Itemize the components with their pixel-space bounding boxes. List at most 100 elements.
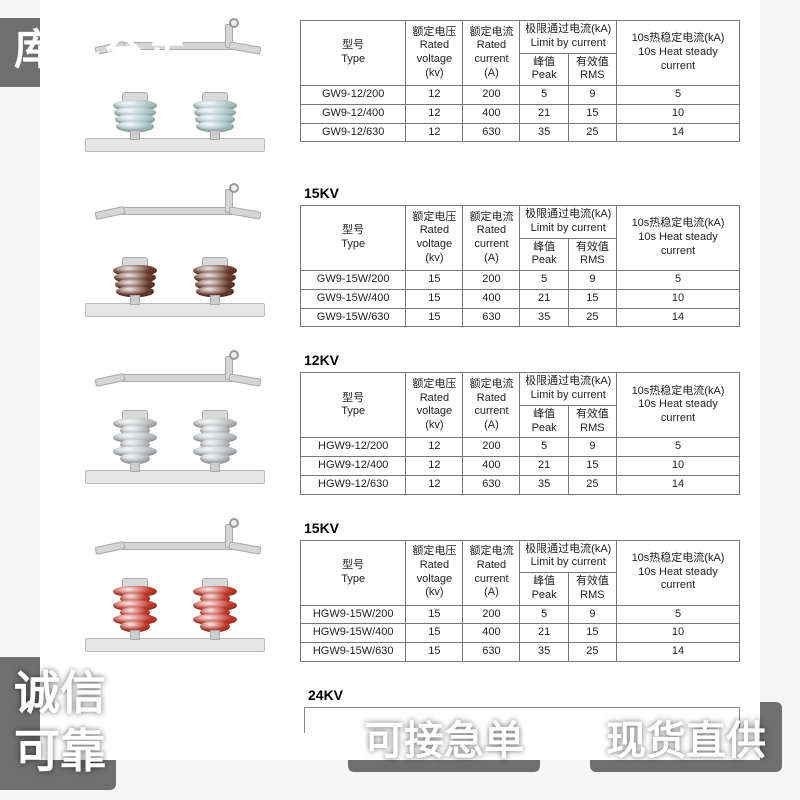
cell-current: 400 bbox=[463, 289, 520, 308]
cell-voltage: 15 bbox=[406, 624, 463, 643]
cell-type: GW9-15W/630 bbox=[301, 308, 406, 327]
cell-peak: 35 bbox=[520, 475, 568, 494]
base-bar bbox=[85, 303, 265, 317]
insulator-rod bbox=[210, 295, 220, 305]
cell-current: 630 bbox=[463, 123, 520, 142]
cell-heat: 14 bbox=[617, 123, 740, 142]
spec-table: 型号Type 额定电压Ratedvoltage(kv) 额定电流Ratedcur… bbox=[300, 372, 740, 494]
section-title: 15KV bbox=[300, 185, 740, 201]
th-voltage: 额定电压Ratedvoltage(kv) bbox=[406, 206, 463, 271]
spec-table: 型号Type 额定电压Ratedvoltage(kv) 额定电流Ratedcur… bbox=[300, 20, 740, 142]
th-heat: 10s热稳定电流(kA)10s Heat steadycurrent bbox=[617, 540, 740, 605]
th-limit-group: 极限通过电流(kA)Limit by current bbox=[520, 206, 617, 239]
th-heat: 10s热稳定电流(kA)10s Heat steadycurrent bbox=[617, 373, 740, 438]
terminal-right bbox=[229, 541, 262, 554]
th-current: 额定电流Ratedcurrent(A) bbox=[463, 373, 520, 438]
handle-ring bbox=[229, 18, 239, 28]
cell-type: GW9-15W/400 bbox=[301, 289, 406, 308]
insulator-rod bbox=[130, 462, 140, 472]
handle-ring bbox=[229, 183, 239, 193]
table-row: HGW9-15W/400 15 400 21 15 10 bbox=[301, 624, 740, 643]
table-row: GW9-12/630 12 630 35 25 14 bbox=[301, 123, 740, 142]
spec-data: 15KV 型号Type 额定电压Ratedvoltage(kv) 额定电流Rat… bbox=[290, 520, 740, 662]
base-bar bbox=[85, 470, 265, 484]
cell-rms: 25 bbox=[568, 475, 616, 494]
th-type: 型号Type bbox=[301, 21, 406, 86]
terminal-left bbox=[94, 373, 125, 387]
th-rms: 有效值RMS bbox=[568, 238, 616, 271]
th-peak: 峰值Peak bbox=[520, 238, 568, 271]
terminal-right bbox=[229, 206, 262, 219]
insulator bbox=[193, 92, 237, 140]
spec-data: 15KV 型号Type 额定电压Ratedvoltage(kv) 额定电流Rat… bbox=[290, 185, 740, 327]
terminal-left bbox=[94, 206, 125, 220]
insulator bbox=[193, 410, 237, 472]
th-peak: 峰值Peak bbox=[520, 405, 568, 438]
th-type: 型号Type bbox=[301, 540, 406, 605]
cell-heat: 14 bbox=[617, 643, 740, 662]
cell-type: GW9-15W/200 bbox=[301, 271, 406, 290]
product-pic bbox=[60, 352, 290, 492]
cell-type: HGW9-12/630 bbox=[301, 475, 406, 494]
handle-ring bbox=[229, 518, 239, 528]
table-row: GW9-15W/200 15 200 5 9 5 bbox=[301, 271, 740, 290]
th-limit-group: 极限通过电流(kA)Limit by current bbox=[520, 540, 617, 573]
cell-voltage: 12 bbox=[406, 123, 463, 142]
table-row: GW9-15W/400 15 400 21 15 10 bbox=[301, 289, 740, 308]
cell-voltage: 12 bbox=[406, 457, 463, 476]
cell-rms: 25 bbox=[568, 123, 616, 142]
spec-table: 型号Type 额定电压Ratedvoltage(kv) 额定电流Ratedcur… bbox=[300, 205, 740, 327]
cell-type: HGW9-12/400 bbox=[301, 457, 406, 476]
cell-type: GW9-12/400 bbox=[301, 104, 406, 123]
section-title: 15KV bbox=[300, 520, 740, 536]
table-row: HGW9-15W/200 15 200 5 9 5 bbox=[301, 605, 740, 624]
table-row: HGW9-15W/630 15 630 35 25 14 bbox=[301, 643, 740, 662]
cross-arm bbox=[121, 542, 233, 550]
th-rms: 有效值RMS bbox=[568, 573, 616, 606]
cell-voltage: 12 bbox=[406, 475, 463, 494]
cell-type: HGW9-15W/400 bbox=[301, 624, 406, 643]
cell-type: GW9-12/630 bbox=[301, 123, 406, 142]
cell-peak: 35 bbox=[520, 643, 568, 662]
cell-rms: 25 bbox=[568, 308, 616, 327]
section-title: 24KV bbox=[304, 687, 740, 703]
table-row: GW9-12/200 12 200 5 9 5 bbox=[301, 86, 740, 105]
cell-peak: 5 bbox=[520, 86, 568, 105]
cell-current: 200 bbox=[463, 605, 520, 624]
terminal-left bbox=[94, 540, 125, 554]
insulator-rod bbox=[210, 130, 220, 140]
insulator bbox=[113, 92, 157, 140]
cell-voltage: 12 bbox=[406, 438, 463, 457]
th-heat: 10s热稳定电流(kA)10s Heat steadycurrent bbox=[617, 206, 740, 271]
th-voltage: 额定电压Ratedvoltage(kv) bbox=[406, 373, 463, 438]
table-row: HGW9-12/200 12 200 5 9 5 bbox=[301, 438, 740, 457]
insulator bbox=[113, 410, 157, 472]
base-bar bbox=[85, 638, 265, 652]
cell-heat: 14 bbox=[617, 475, 740, 494]
product-illustration bbox=[75, 520, 275, 660]
cell-voltage: 15 bbox=[406, 271, 463, 290]
cell-type: HGW9-15W/200 bbox=[301, 605, 406, 624]
badge-rush-order: 可接急单 bbox=[348, 702, 540, 772]
cell-voltage: 12 bbox=[406, 104, 463, 123]
insulator-rod bbox=[130, 130, 140, 140]
product-pic bbox=[60, 185, 290, 325]
handle-ring bbox=[229, 350, 239, 360]
product-illustration bbox=[75, 352, 275, 492]
cell-rms: 9 bbox=[568, 605, 616, 624]
cell-current: 400 bbox=[463, 104, 520, 123]
section-title: 12KV bbox=[300, 352, 740, 368]
spec-data: 12KV 型号Type 额定电压Ratedvoltage(kv) 额定电流Rat… bbox=[290, 352, 740, 494]
th-voltage: 额定电压Ratedvoltage(kv) bbox=[406, 540, 463, 605]
insulator bbox=[193, 257, 237, 305]
insulator bbox=[193, 578, 237, 640]
cell-current: 630 bbox=[463, 643, 520, 662]
cell-peak: 21 bbox=[520, 289, 568, 308]
cell-peak: 21 bbox=[520, 104, 568, 123]
insulator-rod bbox=[130, 630, 140, 640]
cell-heat: 5 bbox=[617, 438, 740, 457]
cell-heat: 5 bbox=[617, 271, 740, 290]
th-peak: 峰值Peak bbox=[520, 573, 568, 606]
spec-section: 15KV 型号Type 额定电压Ratedvoltage(kv) 额定电流Rat… bbox=[60, 520, 740, 662]
cell-heat: 10 bbox=[617, 457, 740, 476]
